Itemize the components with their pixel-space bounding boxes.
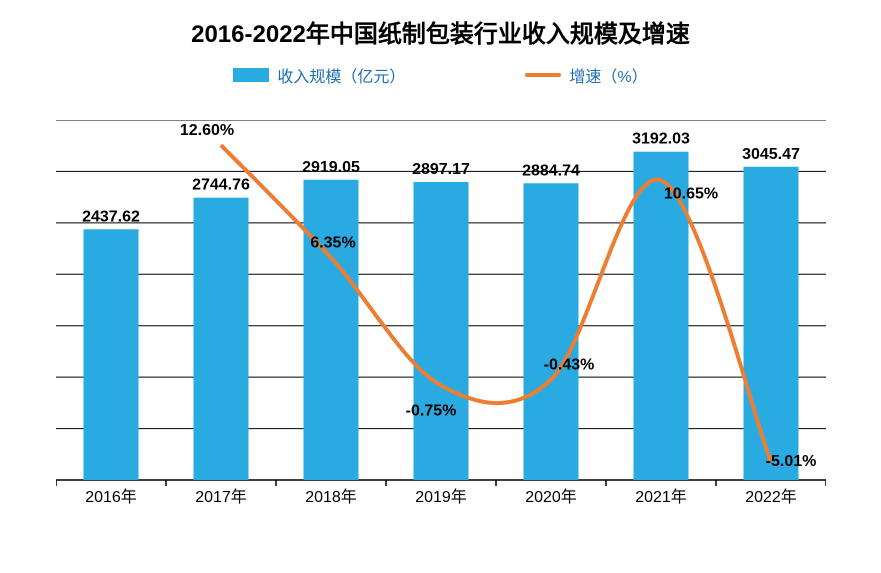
x-category-label: 2018年 bbox=[305, 488, 357, 506]
legend-item-line: 增速（%） bbox=[525, 63, 647, 87]
bar-value-label: 3045.47 bbox=[742, 146, 800, 163]
chart-title: 2016-2022年中国纸制包装行业收入规模及增速 bbox=[0, 0, 881, 49]
line-value-label: -0.43% bbox=[544, 357, 595, 374]
x-category-label: 2017年 bbox=[195, 488, 247, 506]
x-category-label: 2022年 bbox=[745, 488, 797, 506]
bar bbox=[524, 183, 579, 480]
x-category-label: 2021年 bbox=[635, 488, 687, 506]
legend-bar-label: 收入规模（亿元） bbox=[277, 63, 405, 87]
bar bbox=[194, 198, 249, 480]
bar bbox=[414, 182, 469, 480]
x-category-label: 2019年 bbox=[415, 488, 467, 506]
line-value-label: 10.65% bbox=[664, 185, 718, 202]
bar bbox=[304, 180, 359, 480]
line-value-label: 6.35% bbox=[310, 235, 355, 252]
legend-line-label: 增速（%） bbox=[569, 63, 647, 87]
bar-value-label: 2897.17 bbox=[412, 161, 470, 178]
chart-svg: 0500100015002000250030003500-6%-4%-2%0%2… bbox=[56, 120, 826, 550]
legend: 收入规模（亿元） 增速（%） bbox=[0, 63, 881, 87]
plot-area: 0500100015002000250030003500-6%-4%-2%0%2… bbox=[56, 120, 826, 510]
bar-value-label: 2437.62 bbox=[82, 208, 140, 225]
bar bbox=[84, 229, 139, 480]
bar-swatch-icon bbox=[233, 68, 269, 82]
bar-value-label: 2884.74 bbox=[522, 162, 580, 179]
line-swatch-icon bbox=[525, 73, 561, 77]
bar-value-label: 3192.03 bbox=[632, 131, 690, 148]
bar bbox=[744, 167, 799, 480]
bar-value-label: 2919.05 bbox=[302, 159, 360, 176]
line-value-label: -0.75% bbox=[406, 403, 457, 420]
line-value-label: 12.60% bbox=[180, 122, 234, 139]
x-category-label: 2020年 bbox=[525, 488, 577, 506]
line-value-label: -5.01% bbox=[766, 453, 817, 470]
bar-value-label: 2744.76 bbox=[192, 177, 250, 194]
legend-item-bar: 收入规模（亿元） bbox=[233, 63, 405, 87]
x-category-label: 2016年 bbox=[85, 488, 137, 506]
